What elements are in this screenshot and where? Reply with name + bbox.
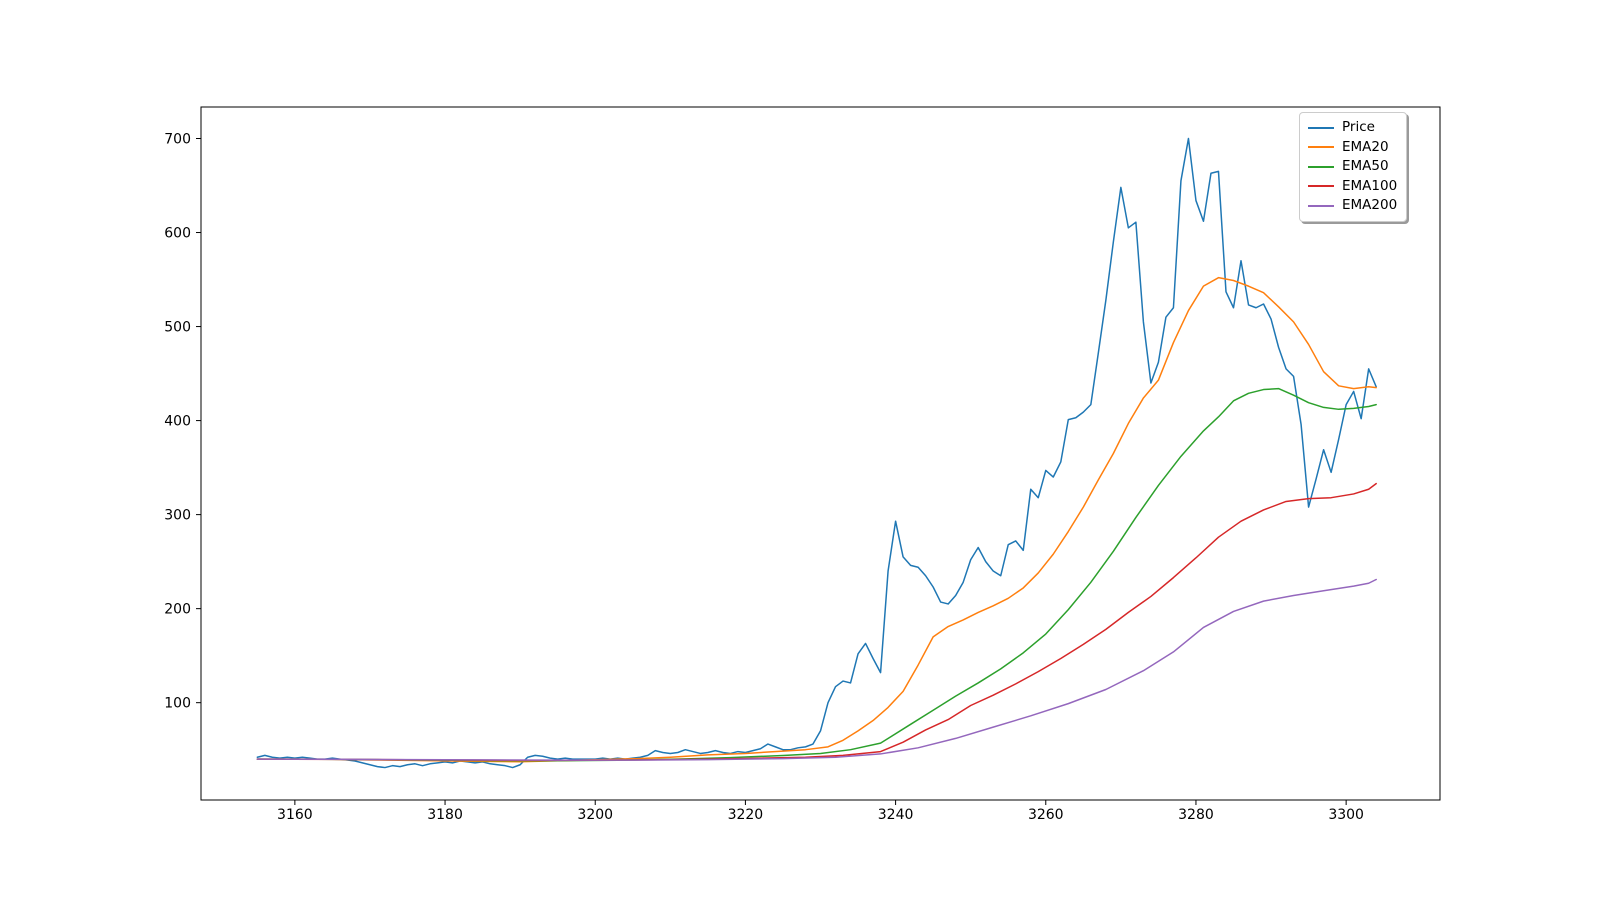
- y-tick-label: 600: [164, 226, 191, 242]
- x-tick-label: 3200: [577, 807, 613, 823]
- y-tick-label: 300: [164, 508, 191, 524]
- legend-entry-ema200: EMA200: [1308, 196, 1397, 216]
- y-tick-label: 700: [164, 132, 191, 148]
- legend-line-swatch: [1308, 146, 1334, 149]
- legend-line-swatch: [1308, 185, 1334, 188]
- x-tick-label: 3300: [1328, 807, 1364, 823]
- legend-line-swatch: [1308, 204, 1334, 207]
- x-tick-label: 3160: [277, 807, 313, 823]
- plot-area: [201, 107, 1440, 800]
- legend: Price EMA20 EMA50 EMA100 EMA200: [1299, 112, 1408, 222]
- x-tick-label: 3240: [878, 807, 914, 823]
- axes-spines: [200, 106, 1441, 801]
- legend-label: EMA100: [1342, 177, 1398, 194]
- legend-entry-ema100: EMA100: [1308, 177, 1397, 197]
- legend-entry-ema20: EMA20: [1308, 138, 1397, 158]
- x-tick-label: 3260: [1028, 807, 1064, 823]
- x-tick-label: 3280: [1178, 807, 1214, 823]
- legend-entry-price: Price: [1308, 118, 1397, 138]
- legend-entry-ema50: EMA50: [1308, 157, 1397, 177]
- y-axis: 100 200 300 400 500 600 700: [164, 132, 201, 712]
- y-tick-label: 100: [164, 696, 191, 712]
- series-group: [256, 137, 1377, 769]
- x-axis: 3160 3180 3200 3220 3240 3260 3280 3300: [277, 800, 1364, 823]
- y-tick-label: 500: [164, 320, 191, 336]
- x-tick-label: 3180: [427, 807, 463, 823]
- legend-line-swatch: [1308, 126, 1334, 129]
- legend-label: EMA200: [1342, 197, 1398, 213]
- x-tick-label: 3220: [728, 807, 764, 823]
- series-line-ema200: [256, 578, 1377, 761]
- legend-line-swatch: [1308, 165, 1334, 168]
- y-tick-label: 200: [164, 602, 191, 618]
- legend-label: EMA50: [1342, 158, 1389, 174]
- legend-label: Price: [1342, 119, 1375, 135]
- y-tick-label: 400: [164, 414, 191, 430]
- series-line-price: [256, 137, 1377, 769]
- legend-label: EMA20: [1342, 138, 1389, 155]
